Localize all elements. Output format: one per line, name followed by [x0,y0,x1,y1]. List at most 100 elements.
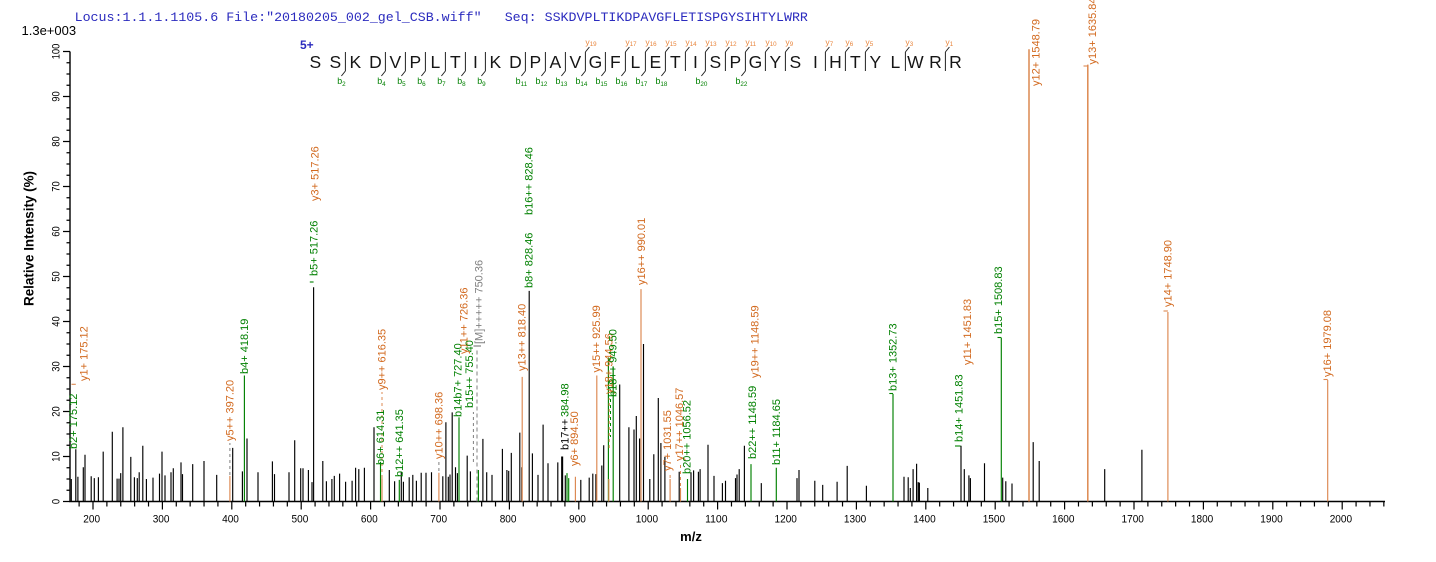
svg-text:y16: y16 [645,37,657,48]
svg-text:b22++ 1148.59: b22++ 1148.59 [747,386,759,459]
svg-text:P: P [410,52,422,72]
svg-text:y14: y14 [685,37,697,48]
svg-text:L: L [431,52,441,72]
svg-text:Y: Y [770,52,782,72]
svg-text:Y: Y [870,52,882,72]
svg-text:E: E [650,52,662,72]
svg-text:b16++ 828.46: b16++ 828.46 [524,147,536,215]
svg-text:70: 70 [51,181,63,191]
svg-text:W: W [907,52,924,72]
svg-text:y9: y9 [785,37,793,48]
svg-text:S: S [330,52,342,72]
svg-text:1900: 1900 [1260,514,1282,526]
svg-text:900: 900 [569,514,586,526]
svg-text:b17++: b17++ [560,419,572,450]
svg-text:1100: 1100 [705,514,727,526]
svg-text:5+: 5+ [300,38,314,52]
svg-text:y17++ 1046.57: y17++ 1046.57 [674,388,686,461]
svg-text:10: 10 [51,451,63,461]
svg-text:y1+ 175.12: y1+ 175.12 [79,326,91,381]
svg-text:200: 200 [83,514,100,526]
svg-text:y9++ 616.35: y9++ 616.35 [377,329,389,390]
svg-text:Seq: SSKDVPLTIKDPAVGFLETISPGYS: Seq: SSKDVPLTIKDPAVGFLETISPGYSIHTYLWRR [505,10,808,25]
svg-text:700: 700 [430,514,447,526]
svg-text:G: G [749,52,763,72]
svg-text:1000: 1000 [636,514,658,526]
svg-text:b11+ 1184.65: b11+ 1184.65 [771,399,783,465]
svg-text:400: 400 [222,514,239,526]
svg-text:y13++ 818.40: y13++ 818.40 [517,304,529,371]
svg-text:1700: 1700 [1122,514,1144,526]
svg-text:b15++ 755.40: b15++ 755.40 [464,340,476,408]
svg-text:1800: 1800 [1191,514,1213,526]
svg-text:R: R [929,52,942,72]
svg-text:b13+ 1352.73: b13+ 1352.73 [888,323,900,391]
svg-text:L: L [891,52,901,72]
svg-text:P: P [730,52,742,72]
svg-text:2000: 2000 [1330,514,1352,526]
svg-text:A: A [550,52,562,72]
svg-text:50: 50 [51,271,63,281]
svg-text:T: T [670,52,681,72]
svg-text:R: R [949,52,962,72]
svg-text:y16+ 1979.08: y16+ 1979.08 [1322,310,1334,377]
svg-text:V: V [390,52,402,72]
svg-text:y19++ 1148.59: y19++ 1148.59 [750,305,762,378]
svg-text:y16++ 990.01: y16++ 990.01 [636,218,648,285]
svg-text:b14+ 1451.83: b14+ 1451.83 [954,374,966,442]
svg-text:800: 800 [500,514,517,526]
svg-text:y10++ 698.36: y10++ 698.36 [433,392,445,459]
svg-text:b5: b5 [397,76,406,88]
svg-text:y19: y19 [585,37,597,48]
svg-text:y11+ 1451.83: y11+ 1451.83 [962,299,974,365]
svg-text:L: L [631,52,641,72]
svg-text:b2: b2 [337,76,346,88]
svg-text:G: G [589,52,603,72]
svg-text:1300: 1300 [844,514,866,526]
svg-text:H: H [829,52,842,72]
svg-text:b9: b9 [477,76,486,88]
svg-text:1500: 1500 [983,514,1005,526]
svg-text:y18+ 944.56: y18+ 944.56 [604,333,616,394]
svg-text:b7: b7 [437,76,446,88]
svg-text:b12++ 641.35: b12++ 641.35 [394,409,406,477]
svg-text:384.98: 384.98 [560,383,572,417]
svg-text:b8+ 828.46: b8+ 828.46 [524,233,536,288]
svg-text:b15+ 1508.83: b15+ 1508.83 [993,266,1005,334]
svg-text:1.3e+003: 1.3e+003 [22,23,77,38]
svg-text:I: I [693,52,698,72]
svg-text:b6+ 614.31: b6+ 614.31 [375,410,387,465]
svg-text:P: P [530,52,542,72]
svg-text:y14+ 1748.90: y14+ 1748.90 [1162,240,1174,307]
svg-text:60: 60 [51,226,63,236]
svg-text:100: 100 [51,44,63,60]
svg-text:y7+ 1031.55: y7+ 1031.55 [662,410,674,471]
svg-text:y13: y13 [705,37,717,48]
svg-text:y6: y6 [845,37,853,48]
svg-text:1200: 1200 [775,514,797,526]
svg-text:0: 0 [51,499,63,504]
svg-text:1600: 1600 [1052,514,1074,526]
svg-text:T: T [450,52,461,72]
svg-text:b4: b4 [377,76,386,88]
svg-text:y13+ 1635.84: y13+ 1635.84 [1087,0,1099,65]
svg-text:b2+ 175.12: b2+ 175.12 [68,394,80,449]
svg-text:b20++ 1056.52: b20++ 1056.52 [682,400,694,474]
svg-text:y5++ 397.20: y5++ 397.20 [224,380,236,441]
svg-text:T: T [850,52,861,72]
svg-text:b18++ 949.50: b18++ 949.50 [607,329,619,397]
svg-text:b8: b8 [457,76,466,88]
svg-text:b6: b6 [417,76,426,88]
svg-text:40: 40 [51,316,63,326]
svg-text:Locus:1.1.1.1105.6 File:"20180: Locus:1.1.1.1105.6 File:"20180205_002_ge… [75,10,482,25]
svg-text:y3+ 517.26: y3+ 517.26 [310,146,322,201]
svg-text:y11: y11 [745,37,756,48]
svg-text:S: S [310,52,322,72]
svg-text:b11: b11 [516,76,528,88]
svg-text:90: 90 [51,91,63,101]
svg-text:K: K [350,52,362,72]
svg-text:D: D [509,52,522,72]
svg-text:I: I [813,52,818,72]
svg-text:300: 300 [153,514,170,526]
svg-text:y3: y3 [905,37,913,48]
